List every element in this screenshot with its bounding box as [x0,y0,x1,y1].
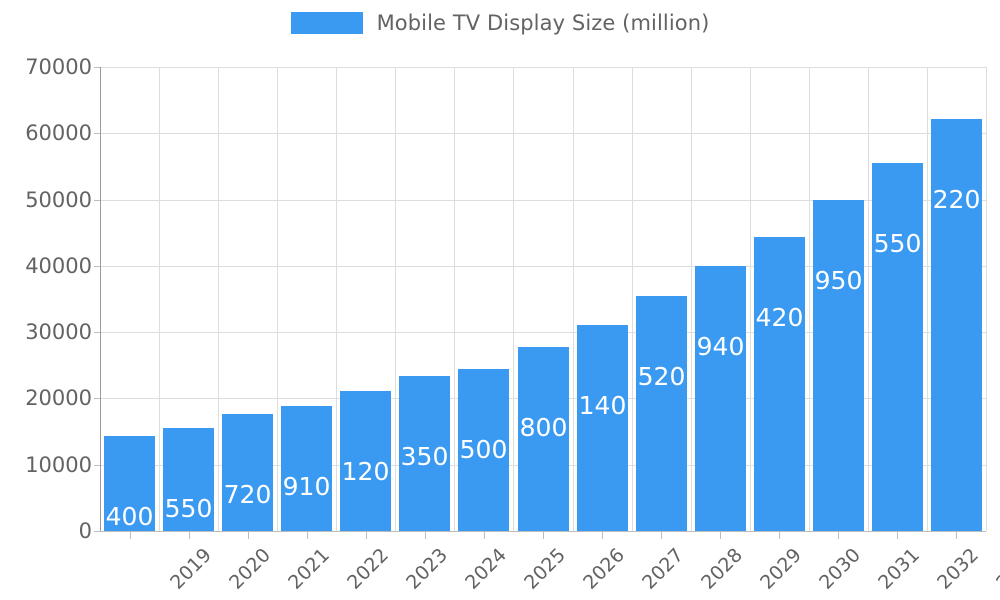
bar-2022[interactable] [281,406,332,531]
gridline-vertical [809,67,810,531]
bar-2021[interactable] [222,414,273,531]
x-axis-tick-label-2021: 2021 [284,544,334,594]
x-axis-tick-label-2033: 2033 [992,544,1000,594]
x-axis-tick-label-2030: 2030 [815,544,865,594]
y-axis-tick-label: 0 [78,519,92,543]
x-axis-tick-mark [484,531,485,539]
legend-label: Mobile TV Display Size (million) [376,11,710,35]
x-axis-tick-mark [720,531,721,539]
y-axis-tick-mark [94,464,101,466]
gridline-vertical [218,67,219,531]
x-axis-tick-mark [661,531,662,539]
y-axis-line [100,67,101,531]
x-axis-tick-mark [248,531,249,539]
y-axis-tick-mark [94,398,101,400]
gridline-vertical [513,67,514,531]
bar-2027[interactable] [577,325,628,531]
y-axis-ticks: 0 10000 20000 30000 40000 50000 60000 70000 [0,0,101,600]
y-axis-tick-label: 50000 [25,187,92,212]
gridline-vertical [632,67,633,531]
x-axis-tick-mark [130,531,131,539]
bar-2026[interactable] [518,347,569,531]
gridline-vertical [927,67,928,531]
x-axis-tick-mark [838,531,839,539]
bar-2033[interactable] [931,119,982,531]
gridline-vertical [454,67,455,531]
gridline-vertical [395,67,396,531]
y-axis-tick-label: 20000 [25,386,92,411]
x-axis-tick-label-2023: 2023 [402,544,452,594]
x-axis-tick-label-2026: 2026 [579,544,629,594]
gridline-vertical [336,67,337,531]
x-axis-tick-label-2032: 2032 [933,544,983,594]
gridline-horizontal [100,67,986,68]
bar-2024[interactable] [399,376,450,531]
x-axis-tick-mark [366,531,367,539]
x-axis-tick-label-2028: 2028 [697,544,747,594]
x-axis-tick-mark [602,531,603,539]
gridline-vertical [986,67,987,531]
bar-2023[interactable] [340,391,391,531]
gridline-vertical [750,67,751,531]
x-axis-tick-label-2019: 2019 [166,544,216,594]
x-axis-ticks: 2019 2020 2021 2022 2023 2024 2025 2026 2027 2028… [100,531,1000,600]
bar-2029[interactable] [695,266,746,531]
y-axis-tick-label: 70000 [25,55,92,79]
bar-2025[interactable] [458,369,509,531]
y-axis-tick-mark [94,67,101,68]
x-axis-tick-mark [189,531,190,539]
bar-2019[interactable] [104,436,155,531]
x-axis-tick-mark [307,531,308,539]
legend-item-mobile-tv-display-size[interactable]: Mobile TV Display Size (million) [290,11,710,35]
chart-legend: Mobile TV Display Size (million) [0,0,1000,46]
bars-container: 400 550 720 910 120 350 500 800 140 520 940 420 950 5… [100,67,986,531]
y-axis-tick-mark [94,531,101,532]
y-axis-tick-mark [94,199,101,201]
x-axis-tick-label-2029: 2029 [756,544,806,594]
gridline-vertical [573,67,574,531]
gridline-horizontal [100,265,986,267]
bar-2032[interactable] [872,163,923,531]
gridline-vertical [691,67,692,531]
bar-2030[interactable] [754,237,805,531]
bar-2028[interactable] [636,296,687,531]
x-axis-tick-mark [779,531,780,539]
x-axis-tick-mark [956,531,957,539]
x-axis-tick-label-2027: 2027 [638,544,688,594]
x-axis-tick-label-2020: 2020 [225,544,275,594]
gridline-vertical [277,67,278,531]
y-axis-tick-mark [94,133,101,135]
y-axis-tick-label: 10000 [25,452,92,477]
y-axis-tick-label: 40000 [25,253,92,278]
gridline-horizontal [100,332,986,334]
gridline-vertical [868,67,869,531]
x-axis-tick-label-2025: 2025 [520,544,570,594]
y-axis-tick-mark [94,332,101,334]
x-axis-tick-mark [425,531,426,539]
x-axis-tick-label-2031: 2031 [874,544,924,594]
gridline-horizontal [100,133,986,135]
x-axis-tick-mark [897,531,898,539]
x-axis-tick-label-2024: 2024 [461,544,511,594]
bar-2020[interactable] [163,428,214,531]
x-axis-tick-mark [543,531,544,539]
legend-swatch-icon [290,12,363,34]
gridline-horizontal [100,199,986,201]
y-axis-tick-label: 60000 [25,121,92,146]
y-axis-tick-label: 30000 [25,320,92,345]
y-axis-tick-mark [94,265,101,267]
gridline-vertical [159,67,160,531]
bar-2031[interactable] [813,200,864,531]
x-axis-tick-label-2022: 2022 [343,544,393,594]
